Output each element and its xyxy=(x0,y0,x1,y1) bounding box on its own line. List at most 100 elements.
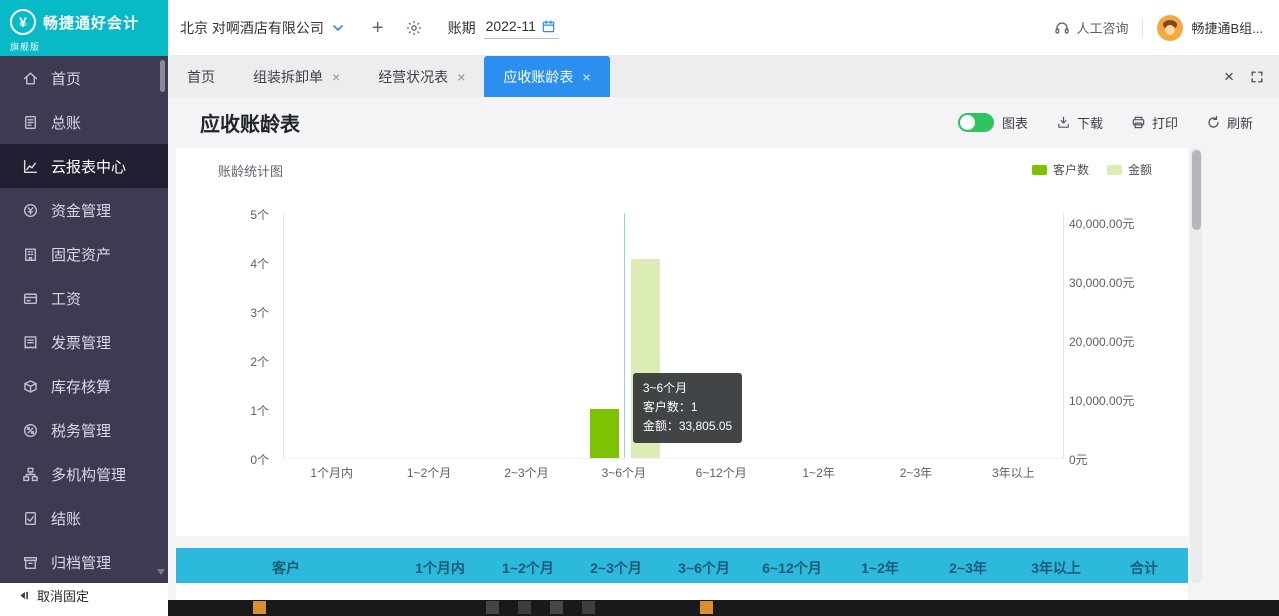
sidebar-scrollbar-thumb[interactable] xyxy=(160,60,165,92)
tab-home[interactable]: 首页 xyxy=(168,56,234,97)
chart-card: 账龄统计图 客户数 金额 5个 4个 3个 2个 1个 0个 40,000.00元 30,0… xyxy=(176,148,1188,536)
tab-receivables-aging[interactable]: 应收账龄表 × xyxy=(484,56,610,97)
sidebar-item-general-ledger[interactable]: 总账 xyxy=(0,100,168,144)
refresh-icon xyxy=(1208,116,1219,128)
y-tick-right: 40,000.00元 xyxy=(1069,217,1135,231)
legend-item-count[interactable]: 客户数 xyxy=(1031,161,1089,178)
tooltip-title: 3~6个月 xyxy=(642,381,688,395)
divider xyxy=(1142,19,1144,36)
company-selector[interactable]: 北京 对啊酒店有限公司 xyxy=(180,18,344,38)
sidebar-item-tax[interactable]: 税务管理 xyxy=(0,408,168,452)
table-header-cell: 合计 xyxy=(1130,560,1158,576)
taskbar-icon[interactable] xyxy=(550,601,563,614)
taskbar-icon[interactable] xyxy=(486,601,499,614)
sidebar-item-label: 发票管理 xyxy=(51,334,112,352)
content-scrollbar-track[interactable] xyxy=(1190,148,1202,583)
x-tick: 3年以上 xyxy=(991,466,1035,480)
tab-close-icon[interactable]: × xyxy=(582,68,591,85)
chart-legend: 客户数 金额 xyxy=(1031,161,1152,178)
x-tick: 2~3个月 xyxy=(504,466,549,480)
print-button[interactable]: 打印 xyxy=(1131,113,1178,132)
sidebar-item-cloud-reports[interactable]: 云报表中心 xyxy=(0,144,168,188)
y-tick-left: 4个 xyxy=(250,257,269,271)
sidebar-scroll-down-icon[interactable] xyxy=(157,569,165,575)
sidebar-item-fixed-assets[interactable]: 固定资产 xyxy=(0,232,168,276)
unpin-sidebar-button[interactable]: 取消固定 xyxy=(18,586,168,605)
avatar[interactable] xyxy=(1157,14,1184,41)
legend-swatch xyxy=(1031,164,1047,175)
sidebar-item-label: 多机构管理 xyxy=(51,466,127,484)
table-header: 客户 1个月内 1~2个月 2~3个月 3~6个月 6~12个月 1~2年 2~… xyxy=(176,548,1188,583)
fixed-asset-icon xyxy=(25,247,36,261)
x-tick: 1~2个月 xyxy=(406,466,452,480)
legend-swatch xyxy=(1106,164,1122,175)
sidebar-item-funds[interactable]: 资金管理 xyxy=(0,188,168,232)
user-name[interactable]: 畅捷通B组... xyxy=(1191,21,1263,36)
sidebar-item-label: 固定资产 xyxy=(51,246,112,264)
tab-close-icon[interactable]: × xyxy=(332,68,341,85)
support-button[interactable]: 人工咨询 xyxy=(1054,18,1128,37)
bar-count[interactable] xyxy=(589,409,619,458)
tab-label: 组装拆卸单 xyxy=(253,68,323,85)
taskbar-icon[interactable] xyxy=(582,601,595,614)
close-all-tabs-icon[interactable]: × xyxy=(1224,67,1234,86)
sidebar-item-salary[interactable]: 工资 xyxy=(0,276,168,320)
sidebar-item-label: 总账 xyxy=(51,114,82,132)
app-logo[interactable]: ¥ 畅捷通好会计 旗舰版 xyxy=(0,0,168,56)
toggle-knob xyxy=(959,115,975,130)
header-main: 北京 对啊酒店有限公司 + 账期 2022-11 人工咨询 xyxy=(168,0,1279,55)
period-picker[interactable]: 2022-11 xyxy=(483,16,559,39)
x-axis: 1个月内 1~2个月 2~3个月 3~6个月 6~12个月 1~2年 2~3年 3年以上 xyxy=(283,464,1062,482)
logo-badge: 旗舰版 xyxy=(10,42,41,52)
table-header-cell: 3年以上 xyxy=(1031,560,1081,576)
multi-org-icon xyxy=(23,467,38,481)
y-tick-left: 0个 xyxy=(250,453,269,467)
toggle-label: 图表 xyxy=(1001,116,1028,131)
closing-icon xyxy=(25,511,36,525)
add-button[interactable]: + xyxy=(371,16,384,39)
sidebar-item-multi-org[interactable]: 多机构管理 xyxy=(0,452,168,496)
sidebar-item-label: 资金管理 xyxy=(51,202,112,220)
y-tick-left: 2个 xyxy=(250,355,269,369)
salary-icon xyxy=(23,293,38,304)
sidebar-item-closing[interactable]: 结账 xyxy=(0,496,168,540)
x-tick: 3~6个月 xyxy=(601,466,646,480)
tab-label: 应收账龄表 xyxy=(503,68,574,85)
sidebar-item-inventory[interactable]: 库存核算 xyxy=(0,364,168,408)
chart-title: 账龄统计图 xyxy=(218,164,284,179)
support-label: 人工咨询 xyxy=(1076,21,1129,36)
y-axis-left: 5个 4个 3个 2个 1个 0个 xyxy=(176,208,276,467)
main-content: 应收账龄表 图表 下载 打印 刷新 xyxy=(168,97,1279,616)
fullscreen-icon[interactable] xyxy=(1250,70,1264,84)
content-scrollbar-thumb[interactable] xyxy=(1191,150,1201,230)
period-label: 账期 xyxy=(447,19,476,36)
app-header: ¥ 畅捷通好会计 旗舰版 北京 对啊酒店有限公司 + 账期 2022-11 xyxy=(0,0,1279,56)
download-icon xyxy=(1058,116,1069,128)
refresh-button[interactable]: 刷新 xyxy=(1206,113,1253,132)
legend-item-amount[interactable]: 金额 xyxy=(1106,161,1152,178)
tab-assembly-doc[interactable]: 组装拆卸单 × xyxy=(234,56,359,97)
table-header-cell: 2~3年 xyxy=(949,560,987,576)
unpin-icon xyxy=(20,591,28,600)
chevron-down-icon xyxy=(333,24,343,31)
sidebar-item-home[interactable]: 首页 xyxy=(0,56,168,100)
tab-close-icon[interactable]: × xyxy=(457,68,466,85)
chart-view-toggle[interactable] xyxy=(957,113,994,132)
funds-icon xyxy=(23,203,38,217)
table-header-cell: 1~2年 xyxy=(861,560,899,576)
y-tick-right: 10,000.00元 xyxy=(1069,394,1135,408)
sidebar-item-label: 云报表中心 xyxy=(51,158,127,176)
tab-operating-status[interactable]: 经营状况表 × xyxy=(359,56,484,97)
gear-icon[interactable] xyxy=(406,20,422,36)
sidebar-item-label: 库存核算 xyxy=(51,378,112,396)
download-button[interactable]: 下载 xyxy=(1056,113,1103,132)
period-value: 2022-11 xyxy=(485,18,536,34)
taskbar-icon[interactable] xyxy=(518,601,531,614)
taskbar-icon[interactable] xyxy=(253,601,266,614)
unpin-label: 取消固定 xyxy=(37,589,90,604)
sidebar-item-invoices[interactable]: 发票管理 xyxy=(0,320,168,364)
invoice-icon xyxy=(24,335,37,349)
sidebar-item-archive[interactable]: 归档管理 xyxy=(0,540,168,583)
page-header: 应收账龄表 图表 下载 打印 刷新 xyxy=(168,97,1279,148)
taskbar-icon[interactable] xyxy=(700,601,713,614)
